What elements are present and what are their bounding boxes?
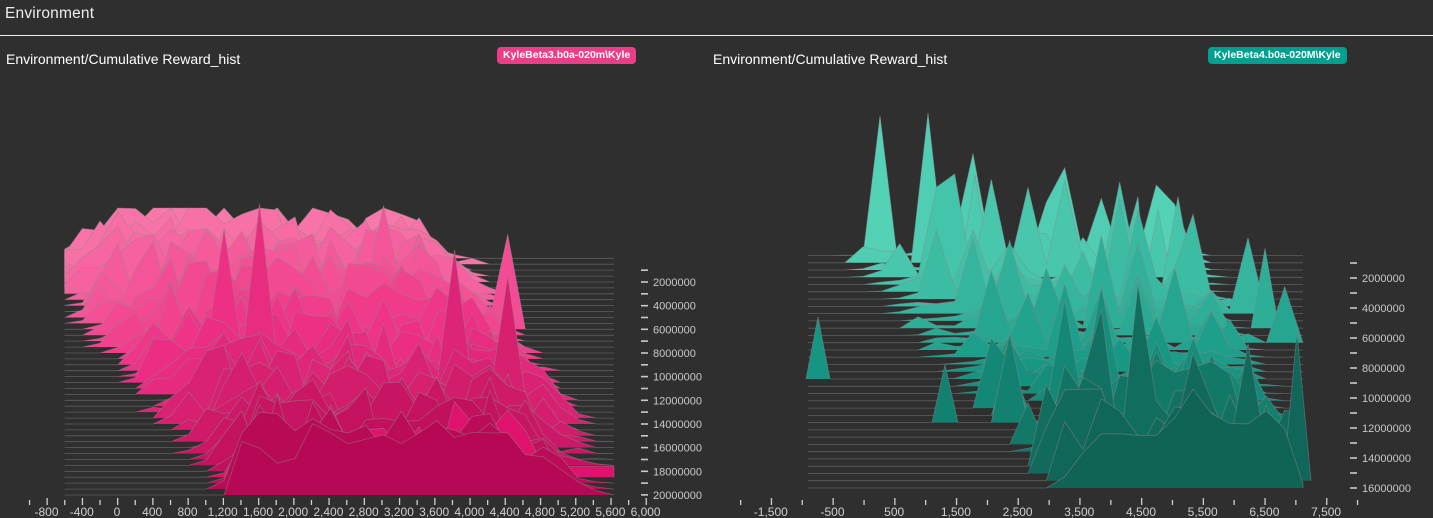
svg-text:2,500: 2,500 [1003, 505, 1033, 518]
svg-text:4,500: 4,500 [1126, 505, 1156, 518]
svg-text:400: 400 [142, 505, 162, 518]
svg-text:12000000: 12000000 [653, 395, 702, 407]
svg-text:-1,500: -1,500 [754, 505, 788, 518]
svg-text:16000000: 16000000 [1362, 483, 1411, 495]
svg-text:4000000: 4000000 [1362, 303, 1405, 315]
svg-text:20000000: 20000000 [653, 490, 702, 502]
svg-text:3,600: 3,600 [419, 505, 449, 518]
svg-text:8000000: 8000000 [653, 348, 696, 360]
svg-text:4,000: 4,000 [454, 505, 484, 518]
svg-text:16000000: 16000000 [653, 443, 702, 455]
svg-text:6,500: 6,500 [1249, 505, 1279, 518]
svg-text:14000000: 14000000 [1362, 453, 1411, 465]
svg-text:18000000: 18000000 [653, 466, 702, 478]
svg-text:6000000: 6000000 [1362, 333, 1405, 345]
svg-text:5,600: 5,600 [595, 505, 625, 518]
svg-text:2,800: 2,800 [349, 505, 379, 518]
svg-text:2,400: 2,400 [313, 505, 343, 518]
svg-text:4,400: 4,400 [490, 505, 520, 518]
svg-text:2,000: 2,000 [278, 505, 308, 518]
svg-text:7,500: 7,500 [1311, 505, 1341, 518]
svg-text:-400: -400 [70, 505, 94, 518]
svg-text:5,500: 5,500 [1188, 505, 1218, 518]
svg-text:2000000: 2000000 [1362, 273, 1405, 285]
svg-text:3,200: 3,200 [384, 505, 414, 518]
svg-text:6000000: 6000000 [653, 324, 696, 336]
svg-text:14000000: 14000000 [653, 419, 702, 431]
svg-text:6,000: 6,000 [631, 505, 661, 518]
svg-text:0: 0 [114, 505, 121, 518]
svg-text:2000000: 2000000 [653, 277, 696, 289]
svg-text:3,500: 3,500 [1064, 505, 1094, 518]
svg-text:-800: -800 [34, 505, 58, 518]
svg-text:1,600: 1,600 [243, 505, 273, 518]
svg-text:1,500: 1,500 [941, 505, 971, 518]
svg-text:5,200: 5,200 [560, 505, 590, 518]
svg-text:1,200: 1,200 [208, 505, 238, 518]
svg-text:8000000: 8000000 [1362, 363, 1405, 375]
svg-text:500: 500 [884, 505, 904, 518]
svg-text:-500: -500 [820, 505, 844, 518]
svg-text:4,800: 4,800 [525, 505, 555, 518]
svg-text:4000000: 4000000 [653, 301, 696, 313]
svg-text:10000000: 10000000 [653, 372, 702, 384]
svg-text:800: 800 [177, 505, 197, 518]
svg-text:10000000: 10000000 [1362, 393, 1411, 405]
svg-text:12000000: 12000000 [1362, 423, 1411, 435]
